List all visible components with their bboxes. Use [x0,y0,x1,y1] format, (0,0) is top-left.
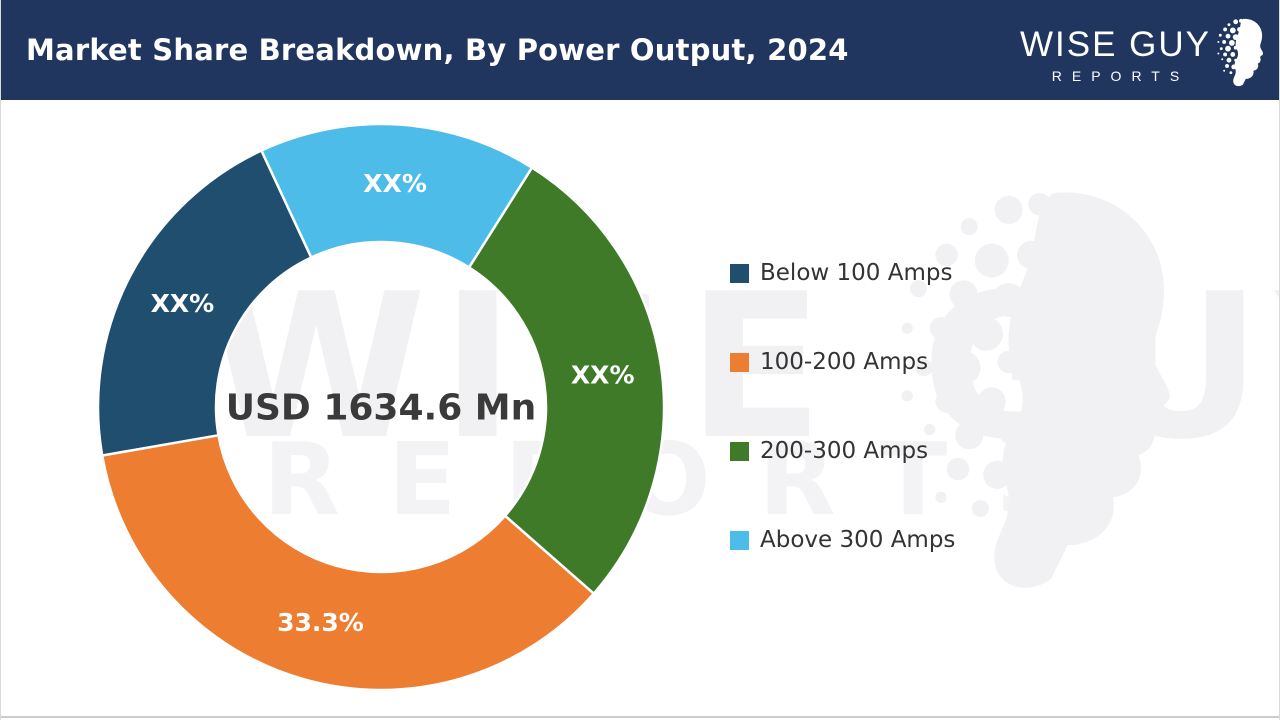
chart-legend: Below 100 Amps 100-200 Amps 200-300 Amps Ab… [730,260,956,617]
wedge-label: XX% [151,289,215,318]
wedge-200-300-amps [467,166,666,595]
wedge-100-200-amps [100,434,596,692]
wedge-label: XX% [571,360,635,389]
legend-item-below-100-amps: Below 100 Amps [730,260,955,286]
legend-label: 100-200 Amps [760,349,929,375]
watermark-subtitle: REPORTS [263,421,1116,538]
logo-wordmark: WISE GUY [1019,25,1211,64]
bottom-divider [1,716,1279,718]
legend-item-200-300-amps: 200-300 Amps [730,438,955,464]
wedge-label: XX% [363,169,427,198]
legend-swatch [730,530,749,550]
legend-item-100-200-amps: 100-200 Amps [730,349,955,375]
legend-swatch [730,441,749,461]
wiseguy-logo: WISE GUY REPORTS [1020,11,1267,89]
wiseguy-face-icon [1213,17,1267,89]
wedge-above-300-amps [260,122,534,269]
page-title: Market Share Breakdown, By Power Output,… [26,33,849,67]
logo-subtitle: REPORTS [1051,68,1190,84]
legend-label: Above 300 Amps [760,527,956,553]
legend-label: Below 100 Amps [760,260,953,286]
legend-swatch [730,263,749,283]
center-value: USD 1634.6 Mn [226,388,536,429]
header-bar: Market Share Breakdown, By Power Output,… [1,0,1279,100]
wedge-label: 33.3% [277,608,364,637]
legend-item-above-300-amps: Above 300 Amps [730,527,956,553]
wedge-below-100-amps [96,149,313,457]
chart-area: WISE GUY REPORTS XX%33.3%XX%XX%USD 1634.… [1,100,1279,720]
legend-label: 200-300 Amps [760,438,929,464]
legend-swatch [730,352,749,372]
donut-chart: XX% 33.3% XX% XX% USD 1634.6 Mn [96,122,666,692]
